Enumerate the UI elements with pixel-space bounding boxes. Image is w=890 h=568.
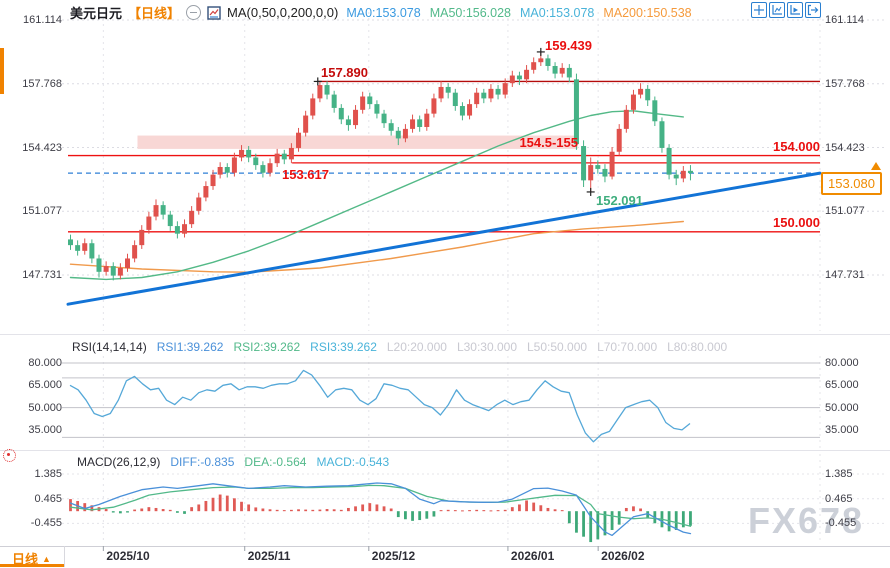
rsi-axis-label: 65.000 xyxy=(28,379,62,392)
timeframe-label[interactable]: 【日线】 xyxy=(128,6,181,21)
date-label: 2025/12 xyxy=(371,549,416,563)
symbol-name[interactable]: 美元日元 xyxy=(70,6,123,21)
indicator-settings-icon[interactable] xyxy=(3,449,16,462)
rsi-axis-label: 50.000 xyxy=(28,401,62,414)
rsi-title: RSI(14,14,14) xyxy=(72,340,147,354)
rsi-level-label: L50:50.000 xyxy=(527,340,588,354)
price-header: 美元日元 【日线】 MA(0,50,0,200,0,0) MA0:153.078… xyxy=(70,3,692,22)
rsi-value: RSI3:39.262 xyxy=(310,340,377,354)
price-axis-label: 154.423 xyxy=(825,141,865,154)
axis-separator xyxy=(64,546,65,567)
exit-right-icon[interactable] xyxy=(805,2,821,18)
level-label-153617: 153.617 xyxy=(282,167,329,182)
macd-value: MACD:-0.543 xyxy=(316,455,390,469)
macd-axis-label: 1.385 xyxy=(34,468,62,480)
rsi-header: RSI(14,14,14) RSI1:39.262 RSI2:39.262 RSI3… xyxy=(72,340,727,354)
time-axis xyxy=(0,546,890,568)
level-label-154000: 154.000 xyxy=(773,139,820,154)
low-marker-label: 152.091 xyxy=(596,193,643,208)
price-axis-label: 157.768 xyxy=(825,77,865,90)
date-label: 2026/02 xyxy=(601,549,645,563)
price-axis-label: 151.077 xyxy=(825,205,865,218)
rsi-axis-label: 80.000 xyxy=(28,357,62,369)
rsi-axis-label: 35.000 xyxy=(28,423,62,436)
scale-play-icon[interactable] xyxy=(787,2,803,18)
price-axis-label: 147.731 xyxy=(22,269,62,282)
timeframe-selector[interactable]: 日线 ▲ xyxy=(12,549,51,568)
high-marker-label: 159.439 xyxy=(545,38,592,53)
date-label: 2025/11 xyxy=(247,549,291,563)
macd-title: MACD(26,12,9) xyxy=(77,455,161,469)
macd-value: DEA:-0.564 xyxy=(244,455,307,469)
ma-value: MA200:150.538 xyxy=(603,5,692,20)
date-label: 2026/01 xyxy=(510,549,555,563)
macd-value: DIFF:-0.835 xyxy=(170,455,235,469)
price-axis-label: 154.423 xyxy=(22,141,62,154)
chevron-up-icon: ▲ xyxy=(42,553,51,564)
level-label-157890: 157.890 xyxy=(321,65,368,80)
ma-value: MA0:153.078 xyxy=(346,5,421,20)
scale-left-icon[interactable] xyxy=(769,2,785,18)
zone-label: 154.5-155 xyxy=(519,135,578,150)
macd-axis-label: 0.465 xyxy=(825,492,853,505)
rsi-axis-label: 80.000 xyxy=(825,357,859,369)
rsi-level-label: L20:20.000 xyxy=(386,340,447,354)
price-up-triangle-icon xyxy=(871,162,881,170)
macd-header: MACD(26,12,9) DIFF:-0.835 DEA:-0.564 MACD:… xyxy=(77,455,389,469)
price-axis-label: 161.114 xyxy=(23,14,62,26)
level-label-150000: 150.000 xyxy=(773,215,820,230)
rsi-value: RSI1:39.262 xyxy=(156,340,224,354)
price-axis-label: 147.731 xyxy=(825,269,865,282)
price-axis-label: 161.114 xyxy=(825,14,864,26)
price-axis-label: 157.768 xyxy=(22,77,62,90)
macd-axis-label: 1.385 xyxy=(825,468,853,480)
rsi-axis-label: 35.000 xyxy=(825,423,859,436)
ma-settings-label: MA(0,50,0,200,0,0) xyxy=(227,5,339,20)
timeframe-selector-label: 日线 xyxy=(12,552,39,567)
macd-axis-label: 0.465 xyxy=(34,492,62,505)
price-axis-label: 151.077 xyxy=(22,205,62,218)
ma-value: MA0:153.078 xyxy=(520,5,595,20)
rsi-axis-label: 65.000 xyxy=(825,379,859,392)
crosshair-icon[interactable] xyxy=(751,2,767,18)
indicator-chart-icon[interactable] xyxy=(207,5,221,20)
rsi-value: RSI2:39.262 xyxy=(233,340,301,354)
chart-toolbar xyxy=(751,2,821,18)
timeframe-underline xyxy=(0,564,64,567)
current-price-box: 153.080 xyxy=(821,172,882,195)
ma-values: MA0:153.078 MA50:156.028 MA0:153.078 MA200:… xyxy=(346,6,691,20)
rsi-axis-label: 50.000 xyxy=(825,401,859,414)
rsi-level-label: L30:30.000 xyxy=(456,340,517,354)
macd-axis-label: -0.455 xyxy=(30,517,62,530)
watermark: FX678 xyxy=(748,500,865,541)
price-pane[interactable] xyxy=(0,0,890,334)
date-label: 2025/10 xyxy=(106,549,150,563)
macd-axis-label: -0.455 xyxy=(825,517,857,530)
ma-value: MA50:156.028 xyxy=(429,5,511,20)
rsi-level-label: L80:80.000 xyxy=(667,340,728,354)
collapse-icon[interactable] xyxy=(186,5,202,20)
left-scroll-indicator[interactable] xyxy=(0,48,4,94)
rsi-level-label: L70:70.000 xyxy=(597,340,658,354)
